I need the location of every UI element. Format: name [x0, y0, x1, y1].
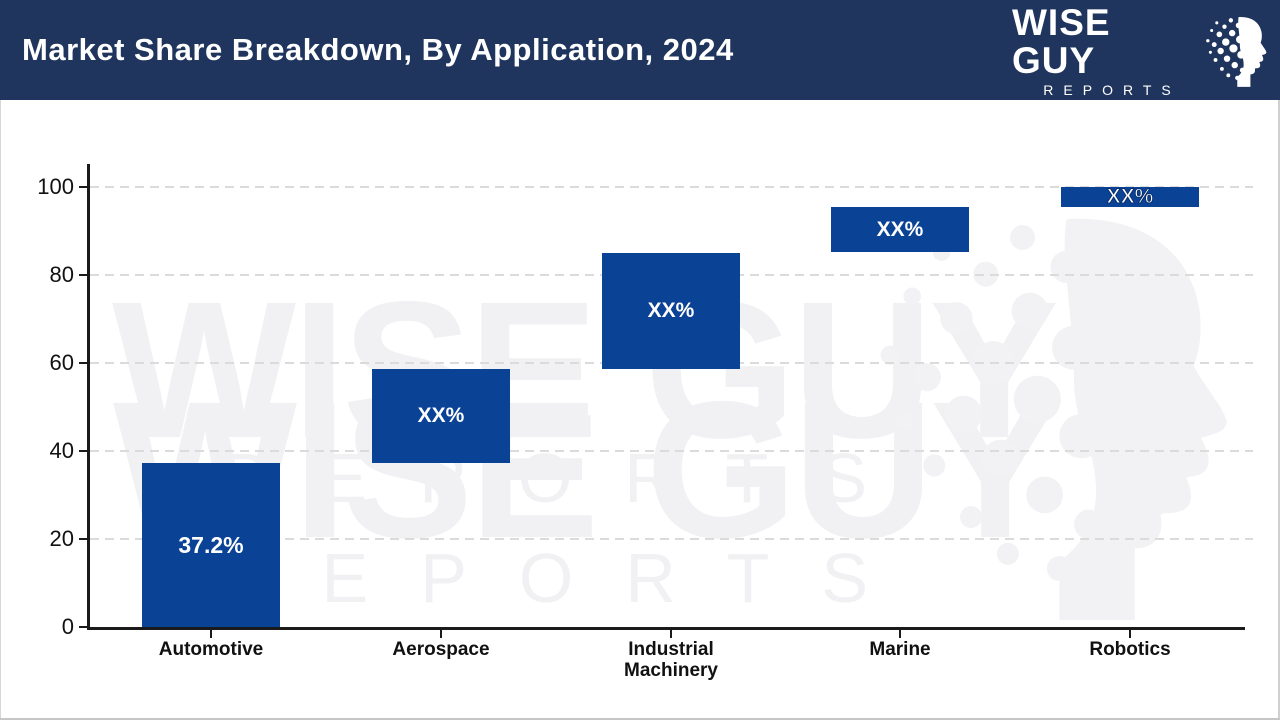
- x-tick-marine: [899, 630, 901, 638]
- category-label-aerospace: Aerospace: [392, 639, 490, 660]
- bar-value-label: XX%: [1106, 185, 1154, 209]
- gridline-20: [90, 538, 1253, 540]
- category-label-marine: Marine: [869, 639, 931, 660]
- y-tick-label: 100: [37, 174, 74, 199]
- wise-guy-logo: WISE GUY REPORTS: [1012, 2, 1268, 99]
- bar-value-label: 37.2%: [178, 531, 244, 558]
- x-tick-aerospace: [440, 630, 442, 638]
- category-label-automotive: Automotive: [158, 639, 264, 660]
- y-tick-0: [79, 626, 87, 628]
- y-tick-60: [79, 362, 87, 364]
- header-bar: Market Share Breakdown, By Application, …: [0, 0, 1280, 100]
- gridline-40: [90, 450, 1253, 452]
- x-tick-industrial-machinery: [670, 630, 672, 638]
- x-axis: [87, 627, 1245, 630]
- bar-value-label: XX%: [876, 217, 924, 241]
- logo-text: WISE GUY REPORTS: [1012, 2, 1202, 99]
- bar-industrial-machinery: XX%: [602, 253, 740, 369]
- logo-subtitle: REPORTS: [1043, 82, 1181, 98]
- watermark-subtitle: REPORTS: [218, 439, 920, 517]
- y-tick-80: [79, 274, 87, 276]
- bar-marine: XX%: [831, 207, 969, 252]
- bar-robotics: XX%: [1061, 185, 1199, 209]
- watermark-wordmark: WISE GUY: [112, 261, 1059, 479]
- bar-value-label: XX%: [647, 299, 695, 322]
- category-label-industrial-machinery: Industrial Machinery: [624, 639, 718, 681]
- y-tick-label: 60: [49, 350, 74, 375]
- watermark-subtitle: REPORTS: [219, 539, 921, 617]
- y-tick-label: 40: [49, 438, 74, 463]
- category-label-robotics: Robotics: [1089, 639, 1171, 660]
- y-tick-label: 80: [49, 262, 74, 287]
- watermark-head-icon: [862, 208, 1242, 620]
- y-tick-20: [79, 538, 87, 540]
- gridline-100: [90, 186, 1253, 188]
- y-tick-label: 20: [49, 526, 74, 551]
- x-tick-automotive: [210, 630, 212, 638]
- page-title: Market Share Breakdown, By Application, …: [22, 32, 734, 67]
- y-tick-label: 0: [61, 614, 74, 639]
- y-tick-100: [79, 186, 87, 188]
- bar-automotive: 37.2%: [142, 463, 280, 627]
- y-axis: [87, 164, 90, 629]
- bar-aerospace: XX%: [372, 369, 510, 463]
- y-tick-40: [79, 450, 87, 452]
- x-tick-robotics: [1129, 630, 1131, 638]
- bar-value-label: XX%: [417, 404, 465, 427]
- logo-wordmark: WISE GUY: [1012, 2, 1111, 81]
- logo-head-icon: [1204, 8, 1268, 94]
